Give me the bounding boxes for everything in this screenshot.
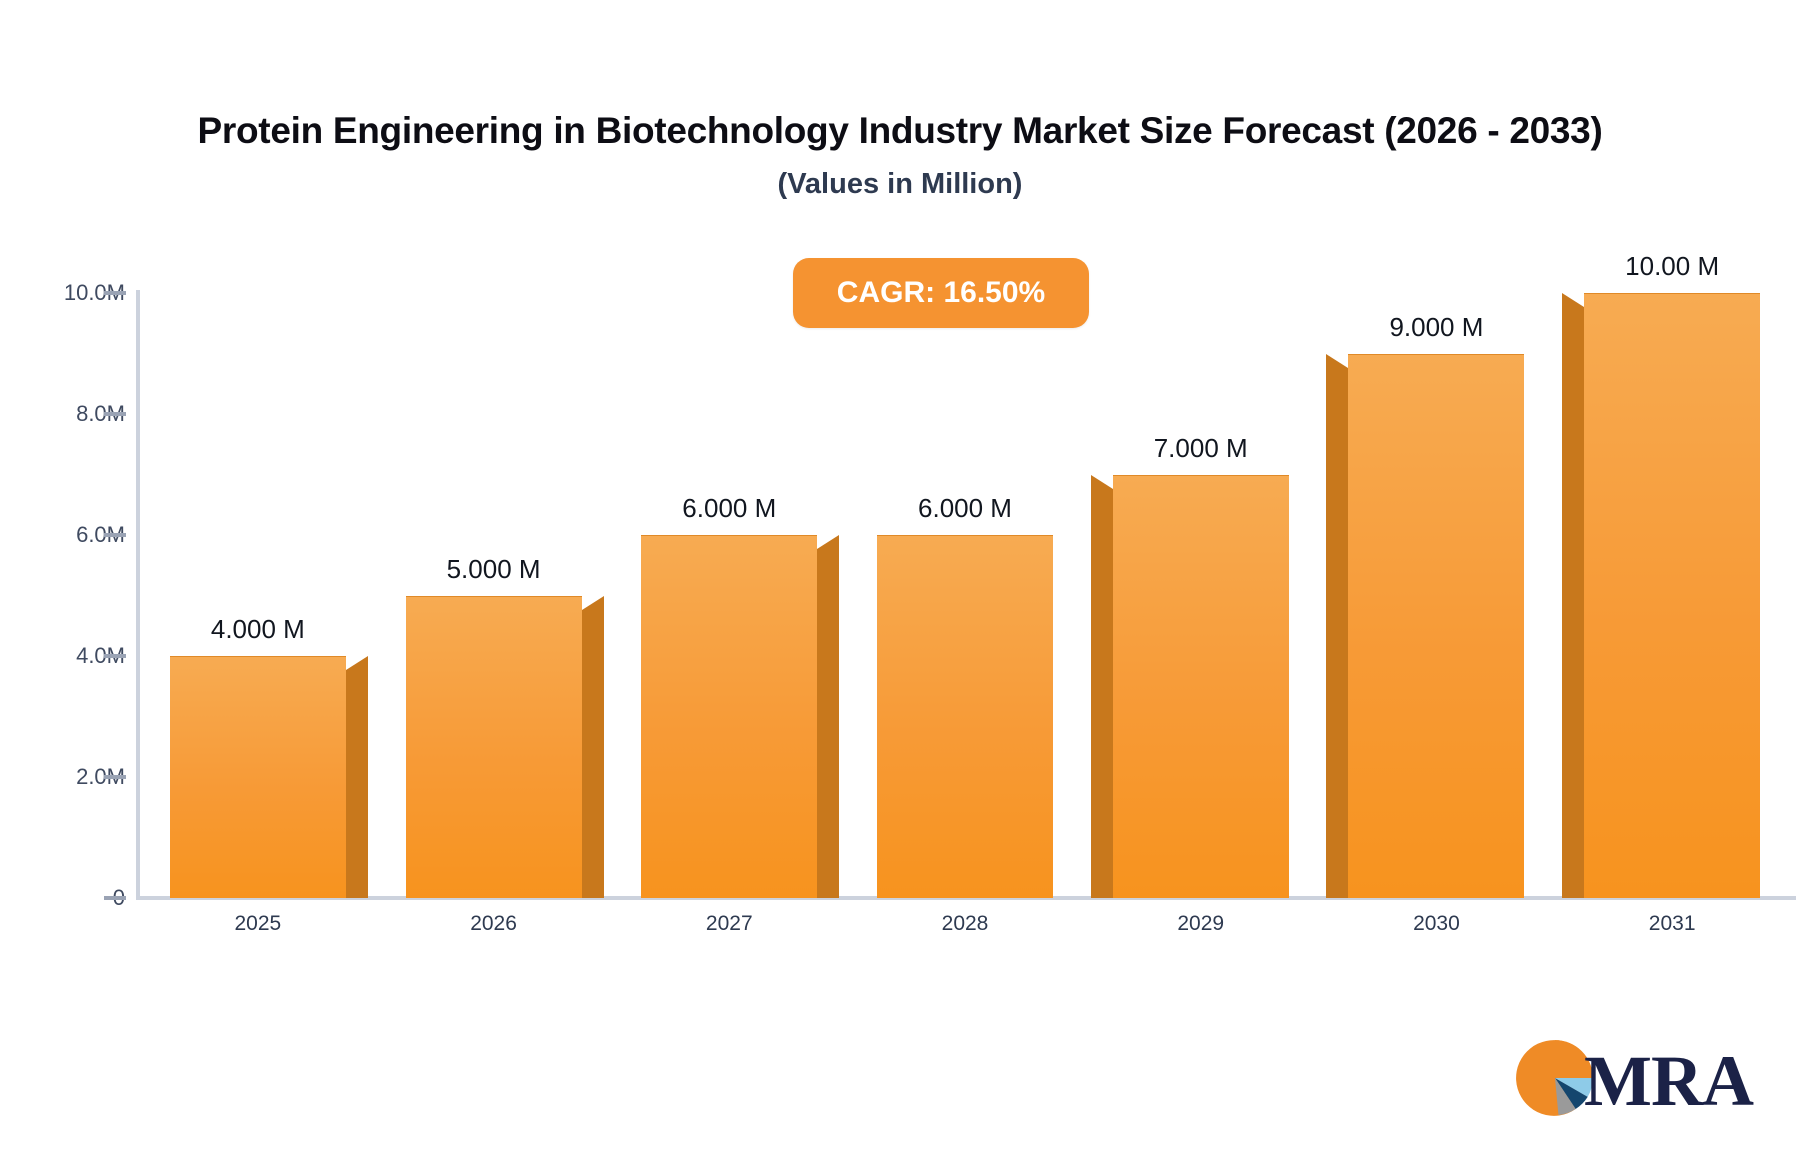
bar-top-bevel xyxy=(817,535,840,549)
bar-2025[interactable]: 4.000 M xyxy=(169,614,368,898)
bar-side-face xyxy=(1562,307,1585,898)
x-tick-label: 2031 xyxy=(1648,912,1696,935)
bar-front-face xyxy=(877,535,1053,898)
bar-side-face xyxy=(581,609,604,898)
bar-side-face xyxy=(1326,367,1349,898)
bar-top-bevel xyxy=(581,595,604,610)
cagr-badge: CAGR: 16.50% xyxy=(793,258,1089,328)
bar-2028[interactable]: 6.000 M xyxy=(877,493,1053,898)
bar-2030[interactable]: 9.000 M xyxy=(1326,312,1525,898)
logo-wordmark: MRA xyxy=(1584,1040,1754,1121)
bar-front-face xyxy=(1112,474,1289,898)
bar-value-label: 7.000 M xyxy=(1153,432,1248,463)
bar-front-face xyxy=(641,535,818,898)
mra-logo: MRA xyxy=(1512,1035,1754,1126)
bar-value-label: 6.000 M xyxy=(918,493,1012,523)
y-tick-mark xyxy=(104,775,126,779)
bar-side-face xyxy=(1090,488,1113,898)
x-tick-label: 2030 xyxy=(1413,912,1460,935)
page-title: Protein Engineering in Biotechnology Ind… xyxy=(197,110,1603,151)
x-tick-label: 2027 xyxy=(705,912,753,935)
bar-top-bevel xyxy=(1090,474,1113,489)
bar-2026[interactable]: 5.000 M xyxy=(405,554,604,898)
x-tick-label: 2026 xyxy=(470,912,517,935)
bar-value-label: 4.000 M xyxy=(210,614,305,644)
y-tick-mark xyxy=(104,412,126,416)
chart-subtitle: (Values in Million) xyxy=(777,168,1023,200)
x-tick-label: 2029 xyxy=(1177,912,1225,935)
pie-chart-icon xyxy=(1512,1035,1598,1126)
x-tick-label: 2025 xyxy=(234,912,282,935)
bar-2031[interactable]: 10.00 M xyxy=(1562,251,1761,898)
y-axis-line xyxy=(136,290,140,900)
bar-top-bevel xyxy=(345,656,368,670)
bar-side-face xyxy=(345,670,368,898)
bar-value-label: 10.00 M xyxy=(1625,251,1720,281)
x-axis-line xyxy=(136,896,1796,900)
bar-top-bevel xyxy=(1326,353,1349,368)
x-tick-label: 2028 xyxy=(941,912,989,935)
bar-value-label: 5.000 M xyxy=(446,553,541,584)
bar-top-bevel xyxy=(1562,293,1585,307)
bar-front-face xyxy=(169,656,346,898)
y-tick-mark xyxy=(104,291,126,295)
bar-value-label: 6.000 M xyxy=(682,493,777,523)
bar-front-face xyxy=(405,595,582,898)
bar-side-face xyxy=(817,549,840,898)
y-tick-mark xyxy=(104,654,126,658)
bar-front-face xyxy=(1584,293,1761,898)
y-tick-mark xyxy=(104,896,126,900)
bar-front-face xyxy=(1348,353,1525,898)
bar-value-label: 9.000 M xyxy=(1389,311,1484,342)
y-tick-mark xyxy=(104,533,126,537)
bar-2029[interactable]: 7.000 M xyxy=(1090,433,1289,898)
bar-2027[interactable]: 6.000 M xyxy=(641,493,840,898)
